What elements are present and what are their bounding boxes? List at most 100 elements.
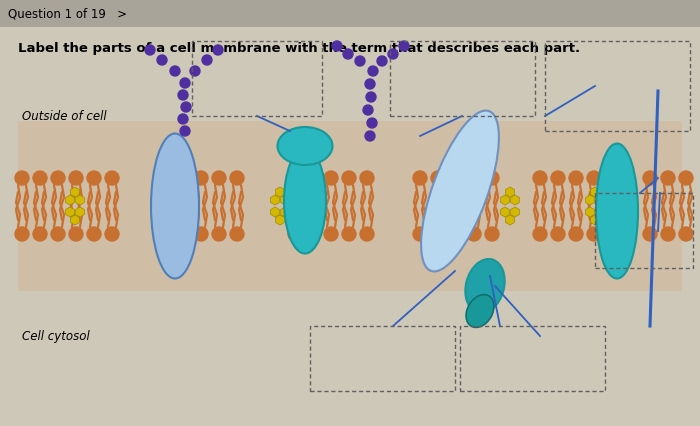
Bar [390,42,535,117]
Circle shape [360,172,374,186]
Circle shape [467,172,481,186]
Text: Cell cytosol: Cell cytosol [22,330,90,343]
Circle shape [158,172,172,186]
Circle shape [587,172,601,186]
Circle shape [69,172,83,186]
Ellipse shape [151,134,199,279]
Circle shape [212,172,226,186]
Circle shape [431,172,445,186]
Circle shape [87,172,101,186]
Circle shape [180,79,190,89]
Circle shape [679,172,693,186]
Circle shape [157,56,167,66]
Circle shape [324,227,338,242]
Circle shape [212,227,226,242]
Circle shape [377,57,387,67]
Circle shape [365,80,375,90]
Bar [0,0,700,28]
Circle shape [105,172,119,186]
Circle shape [306,227,320,242]
Circle shape [661,227,675,242]
Circle shape [15,227,29,242]
Bar [310,326,455,391]
Circle shape [431,227,445,242]
Circle shape [569,227,583,242]
Circle shape [587,227,601,242]
Circle shape [367,119,377,129]
Circle shape [181,103,191,113]
Circle shape [202,56,212,66]
Bar [595,193,693,268]
Circle shape [158,227,172,242]
Circle shape [363,106,373,116]
Ellipse shape [466,295,494,328]
Circle shape [213,46,223,56]
Ellipse shape [284,149,326,254]
Circle shape [679,227,693,242]
Circle shape [51,172,65,186]
Circle shape [145,46,155,56]
Circle shape [343,50,353,60]
Circle shape [33,172,47,186]
Text: Outside of cell: Outside of cell [22,110,106,123]
Circle shape [569,172,583,186]
Circle shape [194,227,208,242]
Circle shape [360,227,374,242]
Circle shape [342,172,356,186]
Circle shape [485,227,499,242]
Ellipse shape [466,259,505,313]
Circle shape [355,57,365,67]
Circle shape [485,172,499,186]
Text: Question 1 of 19   >: Question 1 of 19 > [8,8,127,20]
Circle shape [605,172,619,186]
Circle shape [288,227,302,242]
Circle shape [467,227,481,242]
Circle shape [365,132,375,142]
Circle shape [306,172,320,186]
Circle shape [449,172,463,186]
Circle shape [180,127,190,137]
Circle shape [33,227,47,242]
Circle shape [661,172,675,186]
Circle shape [643,227,657,242]
Circle shape [288,172,302,186]
Circle shape [69,227,83,242]
Bar [460,326,605,391]
Circle shape [87,227,101,242]
Circle shape [230,227,244,242]
Bar [18,122,682,291]
Circle shape [551,172,565,186]
Circle shape [388,50,398,60]
Circle shape [178,91,188,101]
Ellipse shape [596,144,638,279]
Circle shape [368,67,378,77]
Ellipse shape [277,128,332,166]
Circle shape [15,172,29,186]
Circle shape [194,172,208,186]
Circle shape [342,227,356,242]
Circle shape [551,227,565,242]
Circle shape [51,227,65,242]
Circle shape [324,172,338,186]
Circle shape [170,67,180,77]
Circle shape [643,172,657,186]
Circle shape [332,42,342,52]
Circle shape [413,172,427,186]
Circle shape [176,172,190,186]
Circle shape [399,42,409,52]
Circle shape [413,227,427,242]
Circle shape [230,172,244,186]
Circle shape [533,227,547,242]
Circle shape [176,227,190,242]
Circle shape [366,93,376,103]
Circle shape [190,67,200,77]
Circle shape [105,227,119,242]
Bar [545,42,690,132]
Ellipse shape [421,111,499,272]
Circle shape [178,115,188,125]
Bar [192,42,322,117]
Circle shape [605,227,619,242]
Circle shape [449,227,463,242]
Circle shape [533,172,547,186]
Text: Label the parts of a cell membrane with the term that describes each part.: Label the parts of a cell membrane with … [18,42,580,55]
